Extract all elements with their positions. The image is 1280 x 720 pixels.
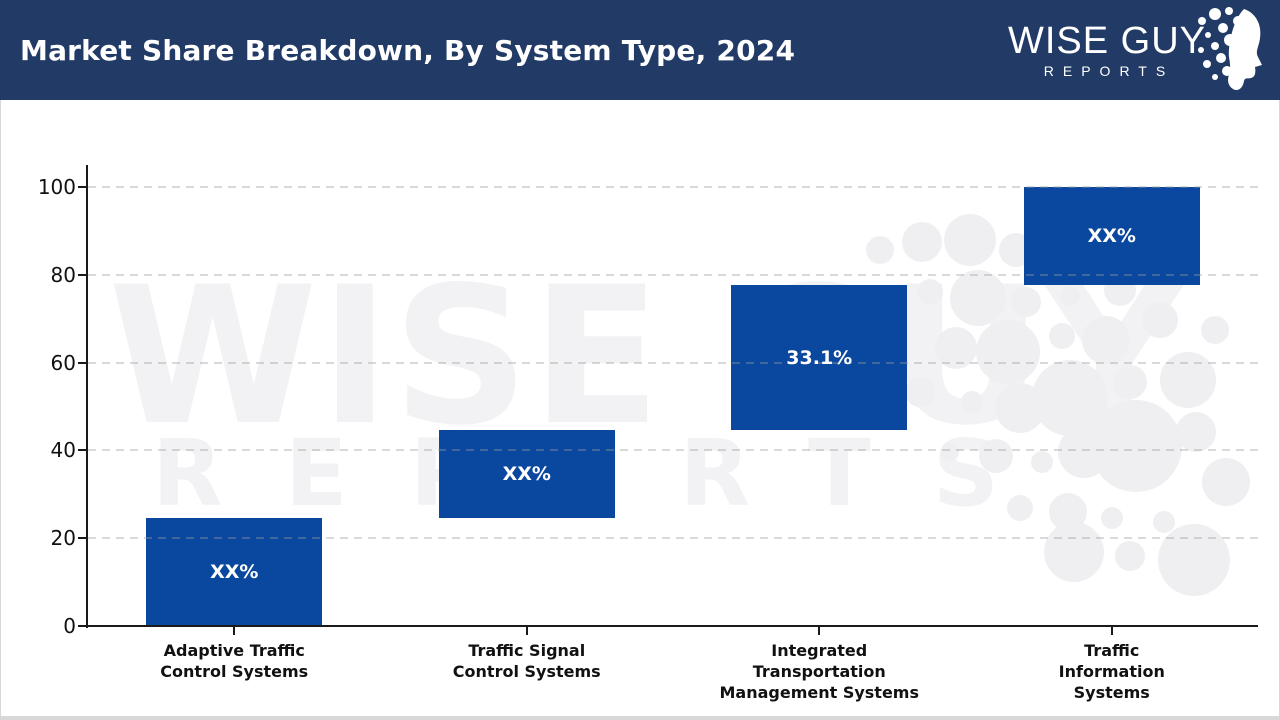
x-tick-label: Traffic Signal Control Systems (452, 641, 601, 681)
bar-value-label: XX% (1087, 224, 1136, 247)
y-tick-label: 100 (37, 175, 76, 199)
y-gridline (88, 537, 1258, 540)
bar-value-label: 33.1% (786, 346, 853, 369)
logo-head-icon (1198, 7, 1262, 91)
y-tick-mark (78, 361, 87, 364)
chart-title: Market Share Breakdown, By System Type, … (20, 33, 796, 67)
y-gridline (88, 273, 1258, 276)
y-tick-mark (78, 625, 87, 627)
y-tick-mark (78, 186, 87, 188)
x-axis-line (86, 625, 1258, 627)
bar-segment (1023, 187, 1200, 285)
brand-logo: WISE GUY REPORTS (1008, 5, 1262, 95)
y-tick-label: 40 (50, 438, 76, 463)
y-axis-line (86, 165, 88, 628)
x-tick-mark (1110, 627, 1113, 635)
x-tick-mark (233, 627, 236, 635)
x-tick-mark (525, 627, 528, 635)
x-tick-label: Integrated Transportation Management Sys… (719, 641, 919, 702)
y-tick-label: 20 (50, 526, 76, 551)
y-tick-mark (78, 537, 87, 540)
bar-segment (731, 284, 908, 431)
bar-segment (438, 430, 615, 518)
x-tick-label: Adaptive Traffic Control Systems (160, 641, 309, 681)
header-bar: Market Share Breakdown, By System Type, … (0, 0, 1280, 100)
y-tick-label: 0 (63, 614, 76, 638)
y-gridline (88, 361, 1258, 364)
y-tick-label: 80 (50, 262, 76, 287)
brand-logo-text: WISE GUY REPORTS (1008, 22, 1206, 79)
bar-value-label: XX% (210, 561, 259, 583)
y-gridline (88, 449, 1258, 452)
brand-logo-line2: REPORTS (1043, 62, 1175, 79)
bar-segment (146, 518, 323, 626)
x-tick-label: Traffic Information Systems (1058, 641, 1165, 702)
y-tick-label: 60 (50, 350, 76, 375)
brand-logo-line1: WISE GUY (1007, 19, 1206, 62)
y-gridline (88, 186, 1258, 188)
y-tick-mark (78, 273, 87, 276)
x-tick-mark (818, 627, 821, 635)
y-tick-mark (78, 449, 87, 452)
bar-value-label: XX% (502, 463, 551, 486)
